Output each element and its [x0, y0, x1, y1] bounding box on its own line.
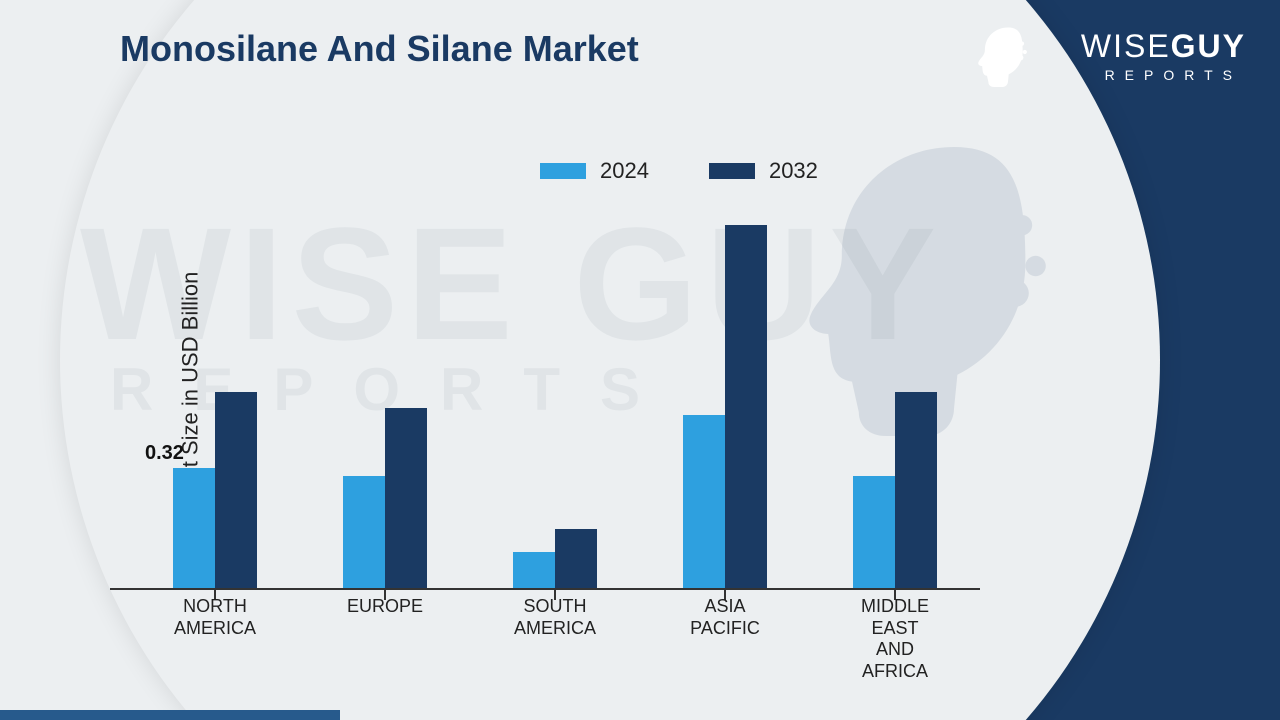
legend-item-0: 2024: [540, 158, 649, 184]
bar: [895, 392, 937, 590]
legend-label-0: 2024: [600, 158, 649, 184]
bar: [343, 476, 385, 590]
brand-line1a: WISE: [1081, 28, 1171, 64]
stage: WISE GUY REPORTS WISEGUY REPORTS Monosil…: [0, 0, 1280, 720]
brand-logo: WISEGUY REPORTS: [1081, 28, 1246, 83]
x-axis-line: [110, 588, 980, 590]
bar: [513, 552, 555, 590]
legend-swatch-1: [709, 163, 755, 179]
bar-groups: [130, 210, 980, 590]
bar: [683, 415, 725, 590]
bar: [853, 476, 895, 590]
bar-chart: Market Size in USD Billion 0.32: [110, 210, 980, 590]
bar: [385, 408, 427, 590]
legend: 2024 2032: [540, 158, 818, 184]
page-title: Monosilane And Silane Market: [120, 28, 639, 70]
legend-label-1: 2032: [769, 158, 818, 184]
category-label: EUROPE: [300, 596, 470, 682]
bar-group: [810, 392, 980, 590]
bar-value-label: 0.32: [145, 442, 184, 465]
category-label: SOUTHAMERICA: [470, 596, 640, 682]
bar: [215, 392, 257, 590]
bar-group: [470, 529, 640, 590]
bar: [555, 529, 597, 590]
category-labels: NORTHAMERICAEUROPESOUTHAMERICAASIAPACIFI…: [130, 596, 980, 682]
bar-group: [130, 392, 300, 590]
category-label: ASIAPACIFIC: [640, 596, 810, 682]
brand-head-icon: [966, 24, 1036, 94]
category-label: NORTHAMERICA: [130, 596, 300, 682]
brand-line1b: GUY: [1171, 28, 1246, 64]
brand-line2: REPORTS: [1081, 67, 1242, 83]
bottom-bar: [0, 710, 340, 720]
category-label: MIDDLEEASTANDAFRICA: [810, 596, 980, 682]
bar: [173, 468, 215, 590]
bar-group: [640, 225, 810, 590]
bar-group: [300, 408, 470, 590]
bar: [725, 225, 767, 590]
legend-item-1: 2032: [709, 158, 818, 184]
legend-swatch-0: [540, 163, 586, 179]
